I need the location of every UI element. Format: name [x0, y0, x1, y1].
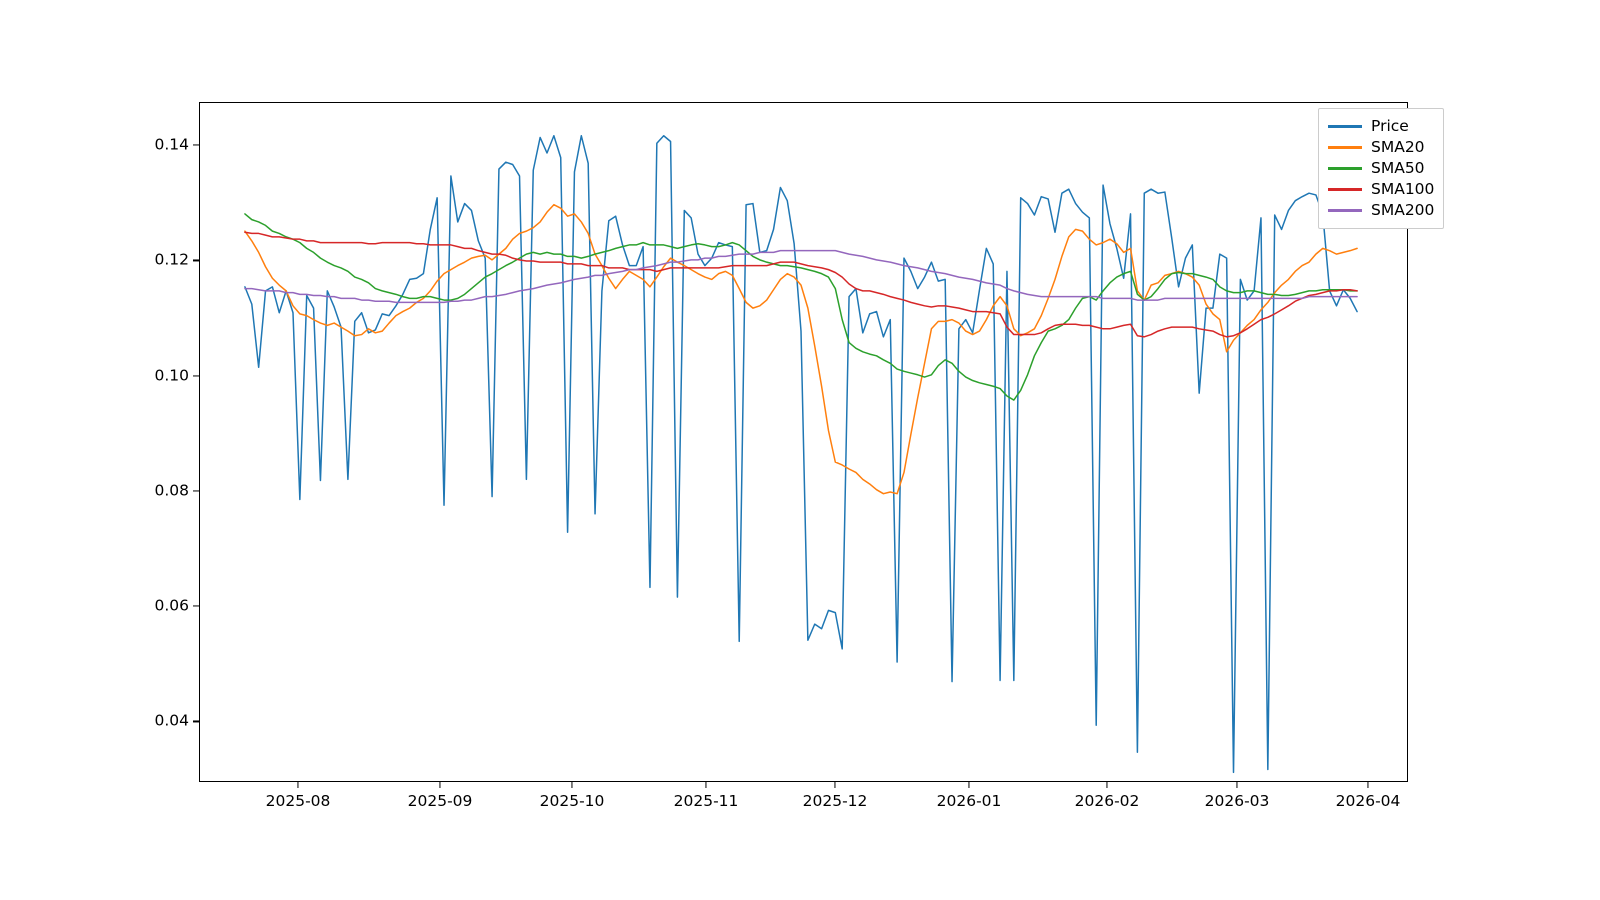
x-tick-mark: [1106, 782, 1108, 788]
series-line-sma100: [245, 232, 1357, 337]
x-tick-label: 2025-10: [539, 792, 605, 810]
x-tick-label: 2026-01: [936, 792, 1002, 810]
plot-area: [199, 102, 1408, 782]
legend-item-label: SMA200: [1371, 200, 1435, 219]
x-tick-mark: [439, 782, 441, 788]
x-tick-label: 2025-11: [673, 792, 739, 810]
x-tick-mark: [968, 782, 970, 788]
x-tick-label: 2026-04: [1335, 792, 1401, 810]
x-tick-label: 2026-02: [1074, 792, 1140, 810]
legend-color-swatch-icon: [1328, 188, 1362, 191]
x-tick-mark: [705, 782, 707, 788]
legend-item-label: SMA50: [1371, 158, 1425, 177]
series-line-sma50: [245, 214, 1357, 400]
legend-item-label: SMA100: [1371, 179, 1435, 198]
x-tick-mark: [297, 782, 299, 788]
y-tick-label: 0.12: [154, 250, 189, 269]
legend-color-swatch-icon: [1328, 125, 1362, 128]
series-line-sma200: [245, 251, 1357, 303]
legend-item-label: Price: [1371, 116, 1409, 135]
x-tick-mark: [571, 782, 573, 788]
series-line-price: [245, 136, 1357, 773]
legend-item-sma20[interactable]: SMA20: [1328, 137, 1434, 158]
legend-item-sma200[interactable]: SMA200: [1328, 200, 1434, 221]
x-tick-label: 2025-08: [265, 792, 331, 810]
x-tick-mark: [1367, 782, 1369, 788]
legend-item-price[interactable]: Price: [1328, 116, 1434, 137]
legend-item-sma50[interactable]: SMA50: [1328, 158, 1434, 179]
y-tick-label: 0.10: [154, 365, 189, 384]
y-tick-label: 0.04: [154, 711, 189, 730]
x-tick-label: 2025-09: [407, 792, 473, 810]
x-tick-mark: [1236, 782, 1238, 788]
plot-lines: [200, 103, 1407, 781]
chart-legend: Price SMA20 SMA50 SMA100 SMA200: [1318, 108, 1445, 229]
y-tick-label: 0.14: [154, 135, 189, 154]
legend-color-swatch-icon: [1328, 146, 1362, 149]
legend-item-sma100[interactable]: SMA100: [1328, 179, 1434, 200]
x-tick-mark: [834, 782, 836, 788]
legend-color-swatch-icon: [1328, 209, 1362, 212]
x-tick-label: 2025-12: [802, 792, 868, 810]
y-tick-label: 0.08: [154, 481, 189, 500]
legend-color-swatch-icon: [1328, 167, 1362, 170]
legend-item-label: SMA20: [1371, 137, 1425, 156]
y-tick-label: 0.06: [154, 596, 189, 615]
x-tick-label: 2026-03: [1204, 792, 1270, 810]
